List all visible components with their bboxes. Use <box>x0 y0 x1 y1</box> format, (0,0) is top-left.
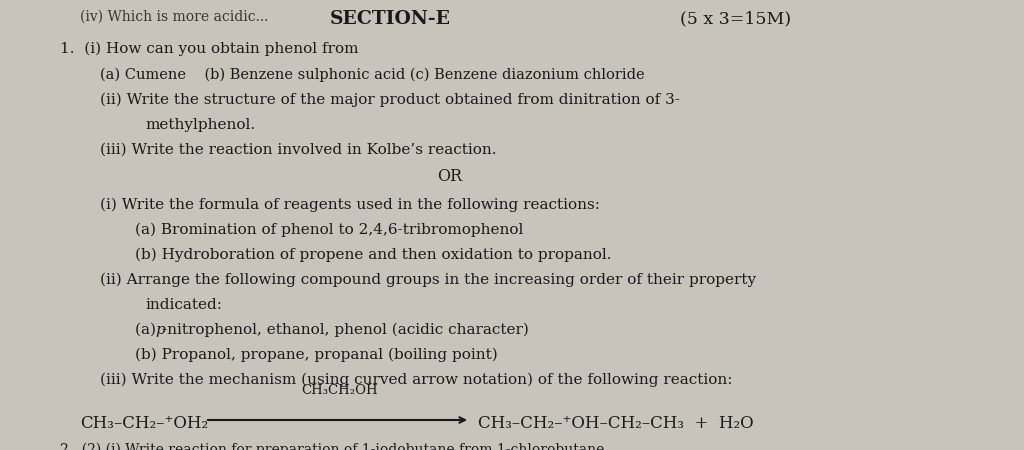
Text: (a) Cumene    (b) Benzene sulphonic acid (c) Benzene diazonium chloride: (a) Cumene (b) Benzene sulphonic acid (c… <box>100 68 645 82</box>
Text: (b) Propanol, propane, propanal (boiling point): (b) Propanol, propane, propanal (boiling… <box>135 348 498 362</box>
Text: CH₃–CH₂–⁺OH₂: CH₃–CH₂–⁺OH₂ <box>80 415 208 432</box>
Text: -nitrophenol, ethanol, phenol (acidic character): -nitrophenol, ethanol, phenol (acidic ch… <box>162 323 528 338</box>
Text: p: p <box>155 323 165 337</box>
Text: indicated:: indicated: <box>145 298 222 312</box>
Text: (iii) Write the mechanism (using curved arrow notation) of the following reactio: (iii) Write the mechanism (using curved … <box>100 373 732 387</box>
Text: (ii) Arrange the following compound groups in the increasing order of their prop: (ii) Arrange the following compound grou… <box>100 273 756 288</box>
Text: SECTION-E: SECTION-E <box>330 10 451 28</box>
Text: (i) Write the formula of reagents used in the following reactions:: (i) Write the formula of reagents used i… <box>100 198 600 212</box>
Text: (b) Hydroboration of propene and then oxidation to propanol.: (b) Hydroboration of propene and then ox… <box>135 248 611 262</box>
Text: (iii) Write the reaction involved in Kolbe’s reaction.: (iii) Write the reaction involved in Kol… <box>100 143 497 157</box>
Text: (iv) Which is more acidic...: (iv) Which is more acidic... <box>80 10 268 24</box>
Text: (a) Bromination of phenol to 2,4,6-tribromophenol: (a) Bromination of phenol to 2,4,6-tribr… <box>135 223 523 238</box>
Text: 1.  (i) How can you obtain phenol from: 1. (i) How can you obtain phenol from <box>60 42 358 56</box>
Text: 2.  (2) (i) Write reaction for preparation of 1-iodobutane from 1-chlorobutane: 2. (2) (i) Write reaction for preparatio… <box>60 443 604 450</box>
Text: CH₃CH₂OH: CH₃CH₂OH <box>302 384 378 397</box>
Text: (a): (a) <box>135 323 161 337</box>
Text: OR: OR <box>437 168 463 185</box>
Text: CH₃–CH₂–⁺OH–CH₂–CH₃  +  H₂O: CH₃–CH₂–⁺OH–CH₂–CH₃ + H₂O <box>478 415 754 432</box>
Text: (5 x 3=15M): (5 x 3=15M) <box>680 10 792 27</box>
Text: methylphenol.: methylphenol. <box>145 118 255 132</box>
Text: (ii) Write the structure of the major product obtained from dinitration of 3-: (ii) Write the structure of the major pr… <box>100 93 680 108</box>
